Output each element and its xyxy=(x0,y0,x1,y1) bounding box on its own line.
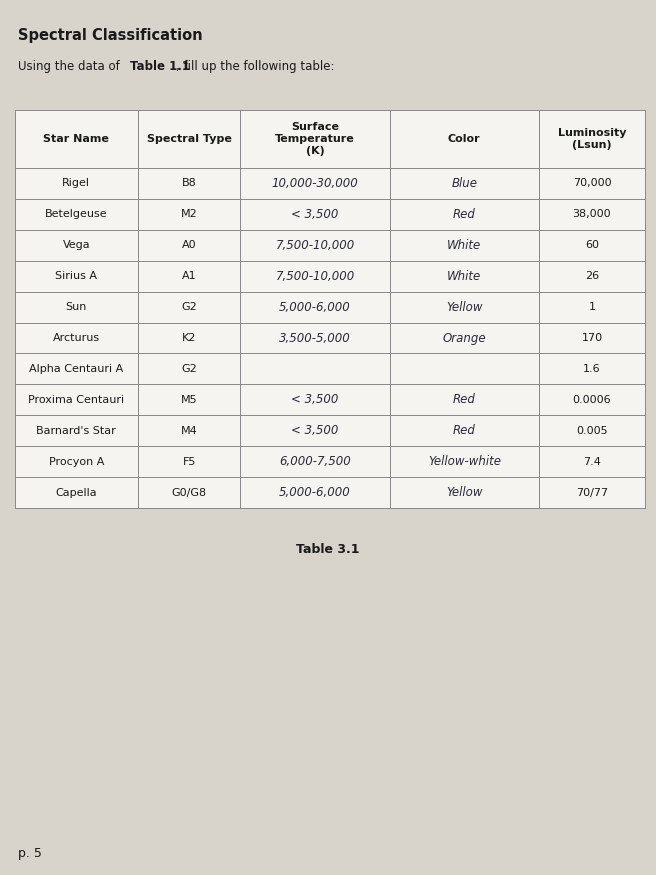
Text: 3,500-5,000: 3,500-5,000 xyxy=(279,332,351,345)
Text: Blue: Blue xyxy=(451,177,478,190)
Text: 5,000-6,000: 5,000-6,000 xyxy=(279,486,351,499)
Text: Rigel: Rigel xyxy=(62,178,91,188)
Text: F5: F5 xyxy=(182,457,195,466)
Text: M5: M5 xyxy=(181,395,197,405)
Text: p. 5: p. 5 xyxy=(18,847,42,860)
Text: < 3,500: < 3,500 xyxy=(291,208,338,220)
Text: , fill up the following table:: , fill up the following table: xyxy=(176,60,335,73)
Text: Sirius A: Sirius A xyxy=(55,271,97,281)
Text: 70/77: 70/77 xyxy=(576,487,608,498)
Text: Red: Red xyxy=(453,424,476,438)
Text: Luminosity
(Lsun): Luminosity (Lsun) xyxy=(558,128,626,150)
Text: 1: 1 xyxy=(588,302,596,312)
Text: M2: M2 xyxy=(180,209,197,220)
Text: 170: 170 xyxy=(581,333,602,343)
Bar xyxy=(15,110,645,508)
Text: 7,500-10,000: 7,500-10,000 xyxy=(276,270,355,283)
Text: G2: G2 xyxy=(181,364,197,374)
Text: < 3,500: < 3,500 xyxy=(291,394,338,406)
Text: 10,000-30,000: 10,000-30,000 xyxy=(272,177,358,190)
Text: 0.005: 0.005 xyxy=(576,426,607,436)
Text: 0.0006: 0.0006 xyxy=(573,395,611,405)
Text: Vega: Vega xyxy=(62,241,90,250)
Text: Color: Color xyxy=(448,134,481,144)
Text: 6,000-7,500: 6,000-7,500 xyxy=(279,455,351,468)
Text: 26: 26 xyxy=(585,271,599,281)
Text: Red: Red xyxy=(453,208,476,220)
Text: 70,000: 70,000 xyxy=(573,178,611,188)
Text: A0: A0 xyxy=(182,241,196,250)
Text: K2: K2 xyxy=(182,333,196,343)
Text: Orange: Orange xyxy=(443,332,486,345)
Text: Table 3.1: Table 3.1 xyxy=(297,543,359,556)
Text: G2: G2 xyxy=(181,302,197,312)
Text: Yellow-white: Yellow-white xyxy=(428,455,501,468)
Text: Procyon A: Procyon A xyxy=(49,457,104,466)
Text: Proxima Centauri: Proxima Centauri xyxy=(28,395,125,405)
Text: Using the data of: Using the data of xyxy=(18,60,123,73)
Text: Yellow: Yellow xyxy=(446,301,483,313)
Text: Spectral Type: Spectral Type xyxy=(147,134,232,144)
Text: 60: 60 xyxy=(585,241,599,250)
Text: White: White xyxy=(447,239,482,252)
Text: Yellow: Yellow xyxy=(446,486,483,499)
Text: Sun: Sun xyxy=(66,302,87,312)
Text: Surface
Temperature
(K): Surface Temperature (K) xyxy=(276,122,355,157)
Text: White: White xyxy=(447,270,482,283)
Text: Red: Red xyxy=(453,394,476,406)
Text: 7,500-10,000: 7,500-10,000 xyxy=(276,239,355,252)
Text: Spectral Classification: Spectral Classification xyxy=(18,28,203,43)
Text: Betelgeuse: Betelgeuse xyxy=(45,209,108,220)
Text: Alpha Centauri A: Alpha Centauri A xyxy=(30,364,123,374)
Text: Arcturus: Arcturus xyxy=(52,333,100,343)
Text: 1.6: 1.6 xyxy=(583,364,601,374)
Text: Capella: Capella xyxy=(56,487,97,498)
Text: 38,000: 38,000 xyxy=(573,209,611,220)
Text: M4: M4 xyxy=(180,426,197,436)
Text: 7.4: 7.4 xyxy=(583,457,601,466)
Text: 5,000-6,000: 5,000-6,000 xyxy=(279,301,351,313)
Text: A1: A1 xyxy=(182,271,196,281)
Text: B8: B8 xyxy=(182,178,196,188)
Text: < 3,500: < 3,500 xyxy=(291,424,338,438)
Text: Star Name: Star Name xyxy=(43,134,110,144)
Text: Table 1.1: Table 1.1 xyxy=(130,60,190,73)
Text: G0/G8: G0/G8 xyxy=(171,487,207,498)
Text: Barnard's Star: Barnard's Star xyxy=(37,426,116,436)
